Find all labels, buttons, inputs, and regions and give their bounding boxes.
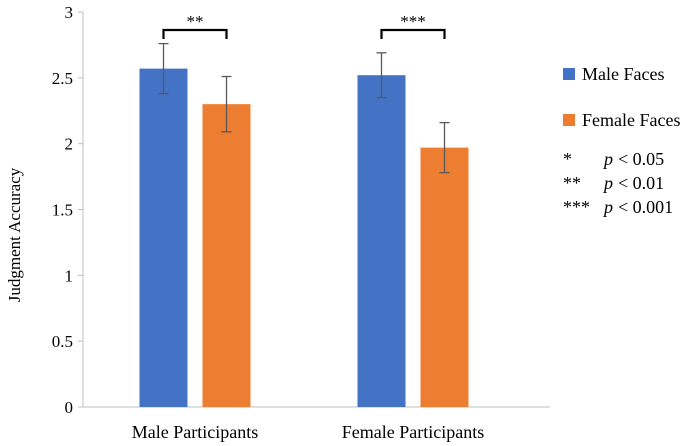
note-threshold-1: < 0.05 [618, 149, 664, 169]
y-tick-label: 0.5 [52, 332, 73, 351]
y-axis-label: Judgment Accuracy [5, 167, 24, 302]
note-stars-3: *** [563, 197, 590, 217]
note-p-2: p [602, 173, 613, 193]
significance-brackets: ** *** [162, 12, 446, 39]
legend-swatch-female-faces [563, 114, 575, 126]
legend-swatch-male-faces [563, 68, 575, 80]
significance-notes: * p < 0.05 ** p < 0.01 *** p < 0.001 [563, 149, 673, 217]
significance-label: ** [187, 12, 204, 31]
legend: Male Faces Female Faces [563, 64, 680, 130]
error-bars [158, 42, 450, 174]
significance-bracket [162, 28, 228, 39]
y-tick-label: 1 [65, 266, 74, 285]
x-category-label: Female Participants [342, 422, 484, 442]
legend-label-male-faces: Male Faces [582, 64, 664, 84]
note-stars-2: ** [563, 173, 581, 193]
note-threshold-2: < 0.01 [618, 173, 664, 193]
y-tick-label: 0 [65, 398, 74, 417]
note-text-3: p < 0.001 [602, 197, 673, 217]
note-text-1: p < 0.05 [602, 149, 664, 169]
note-p-1: p [602, 149, 613, 169]
note-stars-1: * [563, 149, 572, 169]
bar-female-faces-male-participants [202, 104, 251, 408]
y-ticks: 0 0.5 1 1.5 2 2.5 3 [52, 3, 83, 417]
y-tick-label: 3 [65, 3, 74, 22]
significance-label: *** [400, 12, 426, 31]
bar-male-faces-male-participants [139, 68, 188, 407]
bar-female-faces-female-participants [420, 147, 469, 407]
x-categories: Male Participants Female Participants [132, 422, 484, 442]
y-tick-label: 2 [65, 135, 74, 154]
note-threshold-3: < 0.001 [618, 197, 673, 217]
bar-male-faces-female-participants [357, 75, 406, 407]
significance-bracket [380, 28, 446, 39]
note-p-3: p [602, 197, 613, 217]
x-category-label: Male Participants [132, 422, 258, 442]
bars [139, 68, 469, 408]
y-tick-label: 2.5 [52, 69, 73, 88]
note-text-2: p < 0.01 [602, 173, 664, 193]
legend-label-female-faces: Female Faces [582, 110, 680, 130]
y-tick-label: 1.5 [52, 201, 73, 220]
